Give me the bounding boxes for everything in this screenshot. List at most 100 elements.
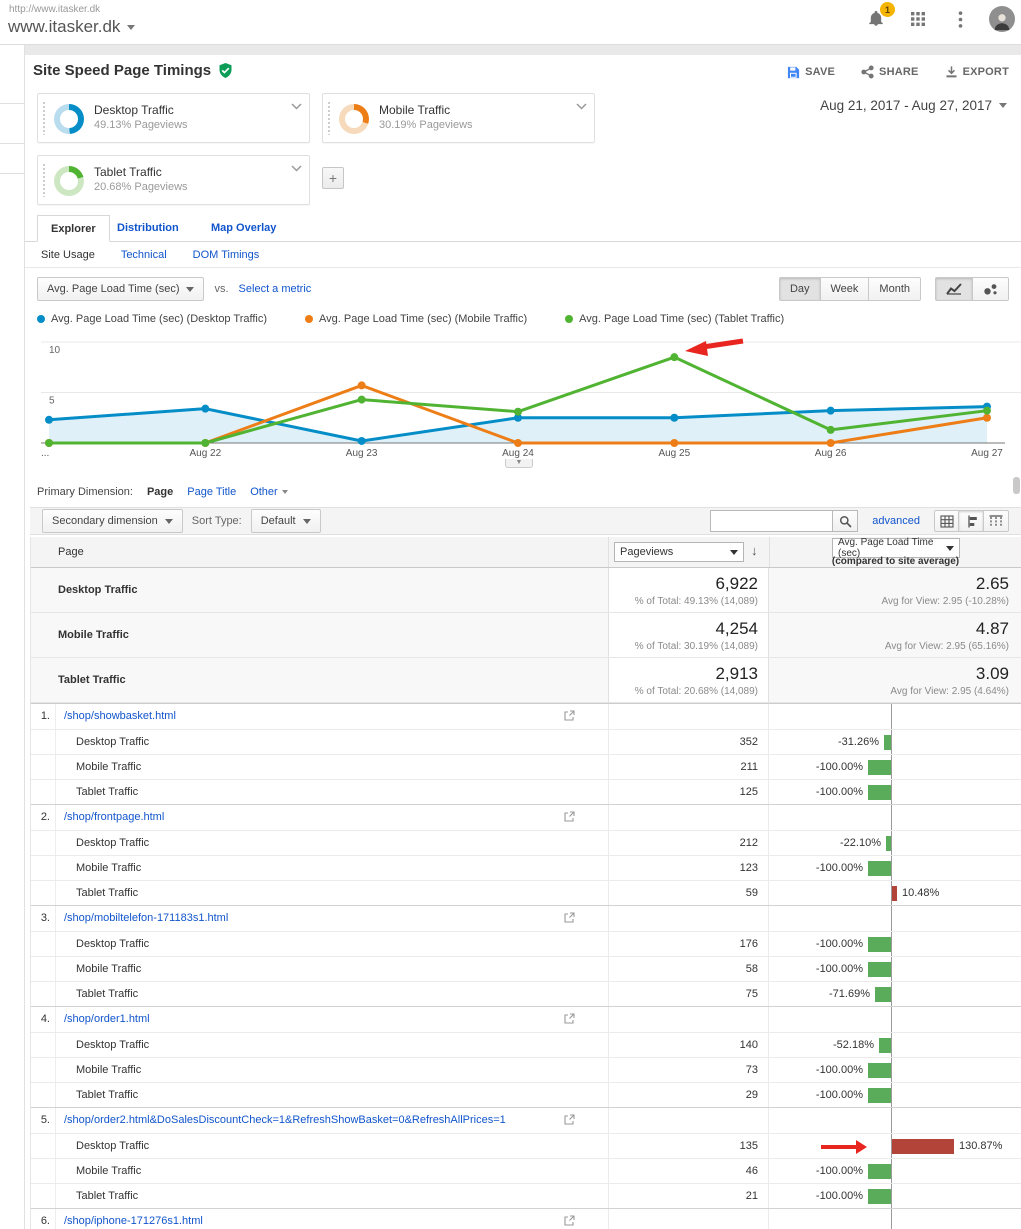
summary-row[interactable]: Desktop Traffic 6,922 % of Total: 49.13% (… [31, 568, 1021, 613]
segment-sub-row[interactable]: Desktop Traffic 135 130.87% [31, 1133, 1021, 1158]
metric-cell: -100.00% [769, 1058, 1021, 1082]
chart-axis-expander[interactable]: ▼ [505, 459, 533, 468]
segment-sub-row[interactable]: Mobile Traffic 123 -100.00% [31, 855, 1021, 880]
collapsed-nav-sidebar[interactable] [0, 45, 25, 1229]
external-link-icon[interactable] [564, 1013, 575, 1027]
summary-metric-cell: 2.65 Avg for View: 2.95 (-10.28%) [769, 568, 1021, 612]
segment-sub-row[interactable]: Mobile Traffic 211 -100.00% [31, 754, 1021, 779]
legend-item[interactable]: Avg. Page Load Time (sec) (Mobile Traffi… [305, 313, 527, 325]
row-index [31, 1083, 56, 1107]
page-url-link[interactable]: /shop/order2.html&DoSalesDiscountCheck=1… [64, 1114, 506, 1126]
tab-map-overlay[interactable]: Map Overlay [211, 222, 277, 234]
sort-type-select[interactable]: Default [250, 509, 321, 533]
avatar[interactable] [989, 6, 1015, 32]
segment-sub-row[interactable]: Tablet Traffic 21 -100.00% [31, 1183, 1021, 1208]
legend-dot-icon [565, 315, 574, 323]
apps-grid-button[interactable] [905, 6, 931, 32]
drag-handle-icon[interactable] [42, 163, 47, 197]
granularity-month[interactable]: Month [869, 277, 921, 301]
granularity-week[interactable]: Week [820, 277, 870, 301]
segment-sub-row[interactable]: Mobile Traffic 73 -100.00% [31, 1057, 1021, 1082]
dimension-other[interactable]: Other [250, 486, 288, 498]
segment-sub-row[interactable]: Tablet Traffic 75 -71.69% [31, 981, 1021, 1006]
timeseries-svg: 10 5... Aug 22 Aug 23 Aug 24 Aug 25 Aug 26 Aug … [41, 338, 1021, 459]
external-link-icon[interactable] [564, 1215, 575, 1229]
subtab-dom-timings[interactable]: DOM Timings [192, 248, 260, 261]
segment-sub-row[interactable]: Tablet Traffic 59 10.48% [31, 880, 1021, 905]
chevron-down-icon[interactable] [291, 101, 302, 113]
pageviews-column-select[interactable]: Pageviews [614, 542, 744, 562]
column-divider [769, 537, 770, 567]
segment-cards: Desktop Traffic 49.13% Pageviews Mobile Tr… [37, 93, 637, 208]
page-url-link[interactable]: /shop/mobiltelefon-171183s1.html [64, 912, 229, 924]
segment-sub-row[interactable]: Desktop Traffic 176 -100.00% [31, 931, 1021, 956]
column-divider [608, 537, 609, 567]
segment-card-tablet-traffic[interactable]: Tablet Traffic 20.68% Pageviews [37, 155, 310, 205]
site-average-axis [891, 1134, 892, 1158]
dimension-page-title[interactable]: Page Title [187, 486, 237, 498]
add-segment-button[interactable]: + [322, 167, 344, 189]
notifications-button[interactable]: 1 [863, 2, 895, 32]
summary-row[interactable]: Mobile Traffic 4,254 % of Total: 30.19% (1… [31, 613, 1021, 658]
export-button[interactable]: EXPORT [945, 65, 1009, 79]
segment-sub-row[interactable]: Desktop Traffic 212 -22.10% [31, 830, 1021, 855]
comparison-view-button[interactable] [959, 510, 984, 532]
segment-sub-row[interactable]: Tablet Traffic 29 -100.00% [31, 1082, 1021, 1107]
segment-sub-row[interactable]: Desktop Traffic 140 -52.18% [31, 1032, 1021, 1057]
secondary-dimension-button[interactable]: Secondary dimension [42, 509, 183, 533]
summary-row[interactable]: Tablet Traffic 2,913 % of Total: 20.68% (1… [31, 658, 1021, 703]
segment-card-mobile-traffic[interactable]: Mobile Traffic 30.19% Pageviews [322, 93, 595, 143]
segment-sub-row[interactable]: Tablet Traffic 125 -100.00% [31, 779, 1021, 804]
segment-card-desktop-traffic[interactable]: Desktop Traffic 49.13% Pageviews [37, 93, 310, 143]
tab-distribution[interactable]: Distribution [117, 222, 179, 234]
segment-name-cell: Mobile Traffic [56, 957, 608, 981]
page-url-link[interactable]: /shop/frontpage.html [64, 811, 165, 823]
chevron-down-icon[interactable] [576, 101, 587, 113]
external-link-icon[interactable] [564, 710, 575, 724]
tab-explorer[interactable]: Explorer [37, 215, 110, 242]
pct-label: -100.00% [815, 761, 863, 773]
date-range-selector[interactable]: Aug 21, 2017 - Aug 27, 2017 [820, 98, 1007, 113]
sort-direction-icon[interactable]: ↓ [751, 543, 758, 558]
svg-text:5: 5 [49, 396, 55, 407]
delta-bar [868, 962, 891, 977]
more-menu-button[interactable] [947, 6, 973, 32]
external-link-icon[interactable] [564, 1114, 575, 1128]
pivot-view-button[interactable] [984, 510, 1009, 532]
motion-chart-button[interactable] [973, 277, 1009, 301]
data-view-button[interactable] [934, 510, 959, 532]
page-url-link[interactable]: /shop/order1.html [64, 1013, 150, 1025]
dimension-page[interactable]: Page [146, 486, 174, 498]
chevron-down-icon[interactable] [291, 163, 302, 175]
line-chart-button[interactable] [935, 277, 973, 301]
select-metric-link[interactable]: Select a metric [238, 283, 312, 295]
subtab-site-usage[interactable]: Site Usage [41, 248, 95, 261]
segment-name: Mobile Traffic [76, 1064, 142, 1076]
page-url-link[interactable]: /shop/showbasket.html [64, 710, 176, 722]
search-button[interactable] [832, 510, 859, 532]
granularity-day[interactable]: Day [778, 277, 821, 301]
save-button[interactable]: SAVE [787, 65, 835, 79]
row-index [31, 755, 56, 779]
scrollbar-thumb[interactable] [1013, 477, 1020, 494]
segment-sub-row[interactable]: Mobile Traffic 46 -100.00% [31, 1158, 1021, 1183]
share-button[interactable]: SHARE [861, 65, 919, 79]
metric-select[interactable]: Avg. Page Load Time (sec) [37, 277, 205, 301]
legend-item[interactable]: Avg. Page Load Time (sec) (Desktop Traff… [37, 313, 267, 325]
drag-handle-icon[interactable] [327, 101, 332, 135]
drag-handle-icon[interactable] [42, 101, 47, 135]
legend-item[interactable]: Avg. Page Load Time (sec) (Tablet Traffi… [565, 313, 784, 325]
segment-sub-row[interactable]: Mobile Traffic 58 -100.00% [31, 956, 1021, 981]
search-input[interactable] [710, 510, 833, 532]
metric-value: 2.65 [975, 573, 1009, 593]
metric-column-select[interactable]: Avg. Page Load Time (sec) [832, 537, 960, 559]
page-url-link[interactable]: /shop/iphone-171276s1.html [64, 1215, 203, 1227]
external-link-icon[interactable] [564, 811, 575, 825]
column-header-page[interactable]: Page [58, 546, 84, 558]
subtab-technical[interactable]: Technical [120, 248, 167, 261]
advanced-search-link[interactable]: advanced [872, 515, 920, 527]
account-selector[interactable]: www.itasker.dk [8, 17, 136, 37]
segment-sub-row[interactable]: Desktop Traffic 352 -31.26% [31, 729, 1021, 754]
external-link-icon[interactable] [564, 912, 575, 926]
chevron-down-icon [164, 518, 173, 524]
